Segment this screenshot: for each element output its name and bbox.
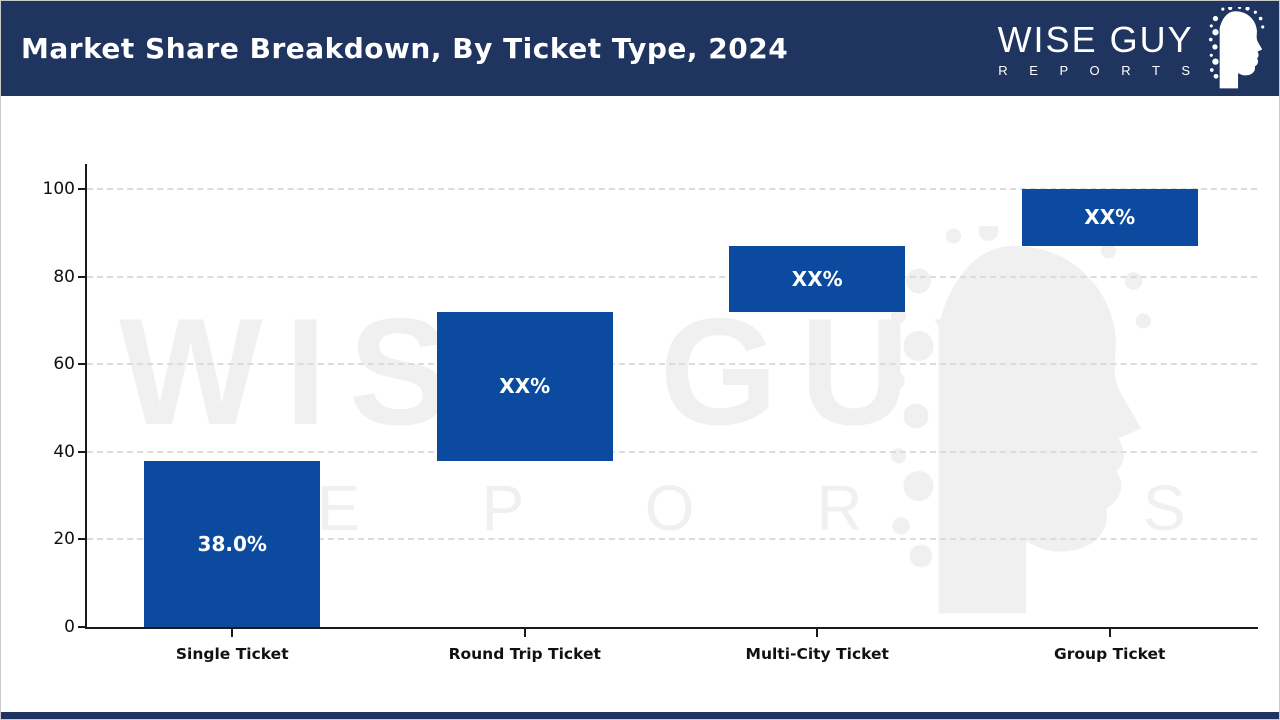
- x-axis-line: [85, 627, 1258, 629]
- bar-value-label-single-ticket: 38.0%: [197, 531, 267, 556]
- gridline-20: [87, 538, 1257, 541]
- ytick-mark-60: [78, 363, 86, 366]
- gridline-80: [87, 275, 1257, 278]
- watermark-head-icon: [887, 226, 1151, 614]
- xtick-label-group-ticket: Group Ticket: [1054, 645, 1166, 663]
- ytick-label-60: 60: [53, 354, 75, 375]
- bar-round-trip-ticket: [436, 311, 613, 461]
- ytick-label-0: 0: [64, 617, 75, 637]
- brand-head-icon: [1208, 7, 1265, 89]
- ytick-label-80: 80: [53, 266, 75, 287]
- xtick-mark-single-ticket: [231, 629, 234, 637]
- ytick-label-40: 40: [53, 441, 75, 462]
- xtick-label-multi-city-ticket: Multi-City Ticket: [745, 645, 889, 663]
- page-title: Market Share Breakdown, By Ticket Type, …: [21, 32, 789, 65]
- gridline-40: [87, 450, 1257, 453]
- brand-name: WISE GUY: [997, 18, 1194, 60]
- xtick-mark-multi-city-ticket: [816, 629, 819, 637]
- brand-logo-text: WISE GUY R E P O R T S: [992, 18, 1199, 78]
- ytick-mark-20: [78, 538, 86, 541]
- brand-subtitle: R E P O R T S: [998, 62, 1199, 78]
- header-bar: Market Share Breakdown, By Ticket Type, …: [1, 1, 1279, 96]
- ytick-mark-100: [78, 188, 86, 190]
- y-axis-line: [85, 164, 87, 629]
- bar-group-ticket: [1021, 189, 1198, 246]
- ytick-mark-40: [78, 450, 86, 453]
- xtick-label-single-ticket: Single Ticket: [175, 645, 289, 663]
- gridline-60: [87, 363, 1257, 366]
- xtick-label-round-trip-ticket: Round Trip Ticket: [448, 645, 601, 663]
- bar-value-label-group-ticket: XX%: [1084, 205, 1136, 230]
- waterfall-chart: WISE GUY R E P O R T S 0 20 40 60 80 100 38.0%…: [1, 96, 1279, 714]
- footer-bar: [1, 712, 1279, 719]
- xtick-mark-group-ticket: [1108, 629, 1111, 637]
- ytick-label-100: 100: [42, 179, 75, 199]
- brand-logo: WISE GUY R E P O R T S: [992, 7, 1271, 91]
- gridline-100: [87, 188, 1257, 190]
- ytick-label-20: 20: [53, 529, 75, 550]
- bar-value-label-round-trip-ticket: XX%: [499, 374, 551, 399]
- ytick-mark-80: [78, 275, 86, 278]
- ytick-mark-0: [78, 626, 86, 628]
- bar-multi-city-ticket: [729, 245, 906, 312]
- bar-single-ticket: [144, 460, 321, 627]
- xtick-mark-round-trip-ticket: [523, 629, 526, 637]
- bar-value-label-multi-city-ticket: XX%: [791, 266, 843, 291]
